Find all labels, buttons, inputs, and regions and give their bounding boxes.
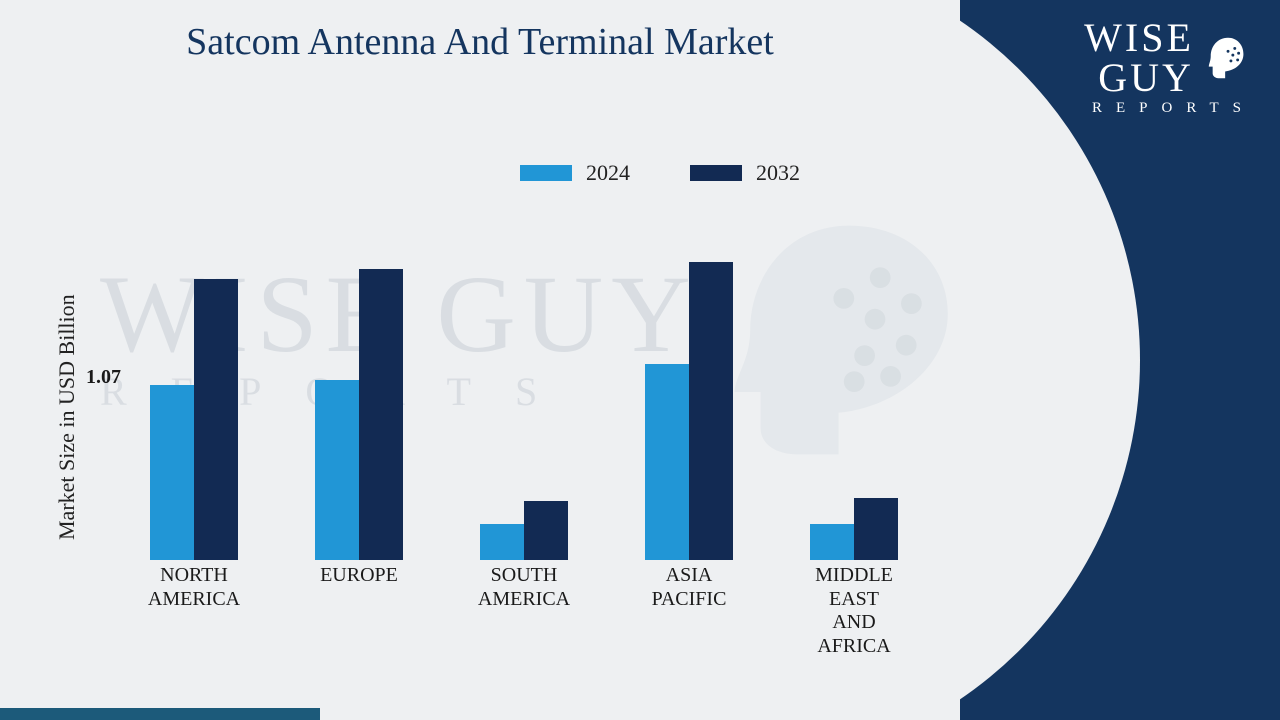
head-icon [1204, 32, 1252, 84]
legend-label: 2032 [756, 160, 800, 186]
x-axis-labels: NORTHAMERICA EUROPE SOUTHAMERICA ASIAPACIFI… [120, 564, 940, 684]
legend: 2024 2032 [520, 160, 800, 186]
plot-area: 1.07 [120, 200, 940, 560]
bar-group [470, 501, 578, 560]
bar [645, 364, 689, 560]
chart-canvas: WISE GUY REPORTS WISE GUY REPORTS Satcom… [0, 0, 1280, 720]
bar [524, 501, 568, 560]
bar-group [140, 279, 248, 560]
legend-label: 2024 [586, 160, 630, 186]
bar-group [800, 498, 908, 560]
bar [315, 380, 359, 560]
x-tick-label: SOUTHAMERICA [449, 564, 599, 611]
legend-swatch-2032 [690, 165, 742, 181]
x-tick-label: EUROPE [284, 564, 434, 588]
legend-item: 2024 [520, 160, 630, 186]
bar [150, 385, 194, 560]
bar [689, 262, 733, 560]
legend-item: 2032 [690, 160, 800, 186]
brand-line1: WISE GUY [992, 18, 1194, 98]
bottom-accent-bar [0, 708, 320, 720]
bar-value-label: 1.07 [86, 366, 121, 389]
bar-group [305, 269, 413, 560]
x-tick-label: NORTHAMERICA [119, 564, 269, 611]
brand-logo: WISE GUY REPORTS [992, 18, 1252, 117]
bar [359, 269, 403, 560]
x-tick-label: ASIAPACIFIC [614, 564, 764, 611]
bar [854, 498, 898, 560]
legend-swatch-2024 [520, 165, 572, 181]
chart-title: Satcom Antenna And Terminal Market [0, 20, 960, 64]
y-axis-label: Market Size in USD Billion [54, 294, 80, 540]
bar-group [635, 262, 743, 560]
x-tick-label: MIDDLEEASTANDAFRICA [779, 564, 929, 658]
bar [480, 524, 524, 560]
bar [194, 279, 238, 560]
brand-line2: REPORTS [992, 100, 1252, 117]
bar [810, 524, 854, 560]
